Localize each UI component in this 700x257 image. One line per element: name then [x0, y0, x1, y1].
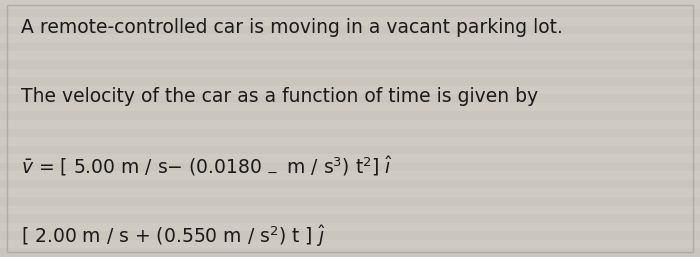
Bar [0, 8, 700, 17]
Text: The velocity of the car as a function of time is given by: The velocity of the car as a function of… [21, 87, 538, 106]
Bar [0, 94, 700, 103]
Bar [0, 240, 700, 249]
Bar [0, 249, 700, 257]
Bar [0, 188, 700, 197]
Bar [0, 223, 700, 231]
Bar [0, 214, 700, 223]
Bar [0, 163, 700, 171]
Bar [0, 60, 700, 69]
Bar [0, 111, 700, 120]
Bar [0, 43, 700, 51]
Bar [0, 180, 700, 188]
Bar [0, 86, 700, 94]
Bar [0, 34, 700, 43]
Bar [0, 26, 700, 34]
Bar [0, 146, 700, 154]
Bar [0, 0, 700, 8]
Text: [ 2.00 m / s + (0.550 m / s$^{2}$) t ] $\hat{\jmath}$: [ 2.00 m / s + (0.550 m / s$^{2}$) t ] $… [21, 224, 326, 250]
Bar [0, 137, 700, 146]
Bar [0, 231, 700, 240]
Bar [0, 120, 700, 128]
Bar [0, 154, 700, 163]
Bar [0, 51, 700, 60]
Bar [0, 77, 700, 86]
Bar [0, 206, 700, 214]
Bar [0, 128, 700, 137]
Bar [0, 103, 700, 111]
Bar [0, 17, 700, 26]
Bar [0, 69, 700, 77]
Bar [0, 197, 700, 206]
Bar [0, 171, 700, 180]
Text: A remote-controlled car is moving in a vacant parking lot.: A remote-controlled car is moving in a v… [21, 18, 563, 37]
Text: $\bar{v}$ = [ 5.00 m / s− (0.0180$_{\,-}$ m / s$^{3}$) t$^{2}$] $\hat{\imath}$: $\bar{v}$ = [ 5.00 m / s− (0.0180$_{\,-}… [21, 154, 393, 178]
